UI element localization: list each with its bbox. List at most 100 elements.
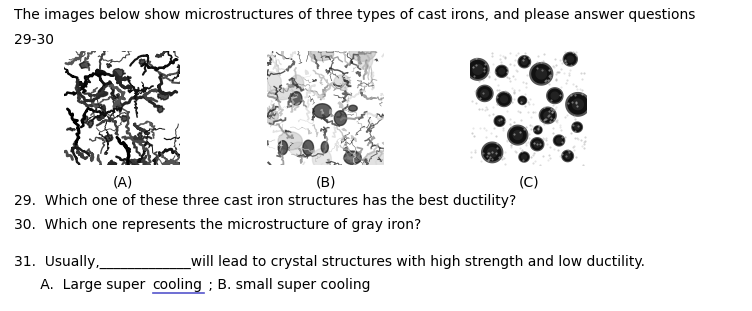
Polygon shape xyxy=(539,107,556,123)
Polygon shape xyxy=(498,93,510,105)
Polygon shape xyxy=(468,61,487,78)
Polygon shape xyxy=(87,120,93,128)
Polygon shape xyxy=(310,48,334,61)
Polygon shape xyxy=(518,56,531,68)
Polygon shape xyxy=(501,96,508,103)
Polygon shape xyxy=(66,128,75,131)
Polygon shape xyxy=(522,155,526,159)
Text: (B): (B) xyxy=(315,176,336,190)
Polygon shape xyxy=(565,53,576,65)
Polygon shape xyxy=(563,52,578,66)
Polygon shape xyxy=(530,63,553,85)
Polygon shape xyxy=(519,97,526,104)
Polygon shape xyxy=(572,122,582,132)
Polygon shape xyxy=(478,87,492,100)
Polygon shape xyxy=(541,109,555,122)
Text: The images below show microstructures of three types of cast irons, and please a: The images below show microstructures of… xyxy=(14,8,695,22)
Polygon shape xyxy=(547,88,563,104)
Polygon shape xyxy=(553,135,565,146)
Polygon shape xyxy=(520,99,524,102)
Polygon shape xyxy=(519,152,529,162)
Polygon shape xyxy=(548,89,562,102)
Polygon shape xyxy=(138,132,142,139)
Polygon shape xyxy=(572,99,584,110)
Polygon shape xyxy=(513,131,522,140)
Text: (A): (A) xyxy=(112,176,133,190)
Polygon shape xyxy=(114,69,126,77)
Polygon shape xyxy=(556,138,562,143)
Polygon shape xyxy=(496,65,508,77)
Polygon shape xyxy=(269,88,293,100)
Polygon shape xyxy=(509,127,526,143)
Polygon shape xyxy=(487,148,497,157)
Polygon shape xyxy=(481,90,489,97)
Polygon shape xyxy=(256,72,281,91)
Polygon shape xyxy=(467,58,489,80)
Polygon shape xyxy=(312,149,332,169)
Polygon shape xyxy=(105,133,113,142)
Polygon shape xyxy=(535,127,541,133)
Polygon shape xyxy=(291,92,302,105)
Polygon shape xyxy=(303,140,314,155)
Polygon shape xyxy=(494,116,505,126)
Polygon shape xyxy=(518,96,526,104)
Polygon shape xyxy=(334,75,350,90)
Polygon shape xyxy=(573,123,581,131)
Text: cooling: cooling xyxy=(153,278,202,292)
Polygon shape xyxy=(520,57,529,67)
Polygon shape xyxy=(344,151,361,165)
Text: 29.  Which one of these three cast iron structures has the best ductility?: 29. Which one of these three cast iron s… xyxy=(14,194,516,208)
Text: 31.  Usually,_____________will lead to crystal structures with high strength and: 31. Usually,_____________will lead to cr… xyxy=(14,255,644,269)
Polygon shape xyxy=(562,150,574,162)
Polygon shape xyxy=(262,109,278,123)
Polygon shape xyxy=(349,42,376,61)
Text: ; B. small super cooling: ; B. small super cooling xyxy=(204,278,370,292)
Polygon shape xyxy=(495,117,504,125)
Polygon shape xyxy=(98,90,108,96)
Text: (C): (C) xyxy=(518,176,539,190)
Polygon shape xyxy=(157,106,164,113)
Polygon shape xyxy=(107,64,111,68)
Polygon shape xyxy=(321,142,329,153)
Polygon shape xyxy=(508,125,528,145)
Text: A.  Large super: A. Large super xyxy=(14,278,149,292)
Polygon shape xyxy=(534,141,540,147)
Polygon shape xyxy=(496,67,507,76)
Polygon shape xyxy=(114,101,123,108)
Polygon shape xyxy=(79,62,90,69)
Polygon shape xyxy=(499,69,505,74)
Polygon shape xyxy=(575,125,580,129)
Polygon shape xyxy=(473,64,483,74)
Polygon shape xyxy=(536,69,547,79)
Polygon shape xyxy=(534,126,542,134)
Polygon shape xyxy=(158,92,168,100)
Polygon shape xyxy=(314,104,332,118)
Polygon shape xyxy=(290,75,304,93)
Polygon shape xyxy=(554,136,564,145)
Polygon shape xyxy=(565,153,570,159)
Polygon shape xyxy=(532,65,550,83)
Polygon shape xyxy=(563,151,572,160)
Polygon shape xyxy=(551,92,559,99)
Polygon shape xyxy=(544,112,551,119)
Polygon shape xyxy=(364,151,389,174)
Polygon shape xyxy=(139,59,146,64)
Polygon shape xyxy=(349,105,357,111)
Polygon shape xyxy=(278,141,288,155)
Polygon shape xyxy=(482,142,502,163)
Polygon shape xyxy=(278,132,302,150)
Polygon shape xyxy=(530,138,544,151)
Polygon shape xyxy=(116,94,120,100)
Polygon shape xyxy=(496,92,511,107)
Polygon shape xyxy=(568,95,588,114)
Polygon shape xyxy=(82,115,88,123)
Polygon shape xyxy=(522,59,527,64)
Polygon shape xyxy=(484,144,501,161)
Polygon shape xyxy=(567,56,574,62)
Polygon shape xyxy=(476,85,493,101)
Text: 29-30: 29-30 xyxy=(14,33,53,47)
Polygon shape xyxy=(566,93,590,116)
Text: 30.  Which one represents the microstructure of gray iron?: 30. Which one represents the microstruct… xyxy=(14,218,421,232)
Polygon shape xyxy=(497,119,502,123)
Polygon shape xyxy=(520,153,529,161)
